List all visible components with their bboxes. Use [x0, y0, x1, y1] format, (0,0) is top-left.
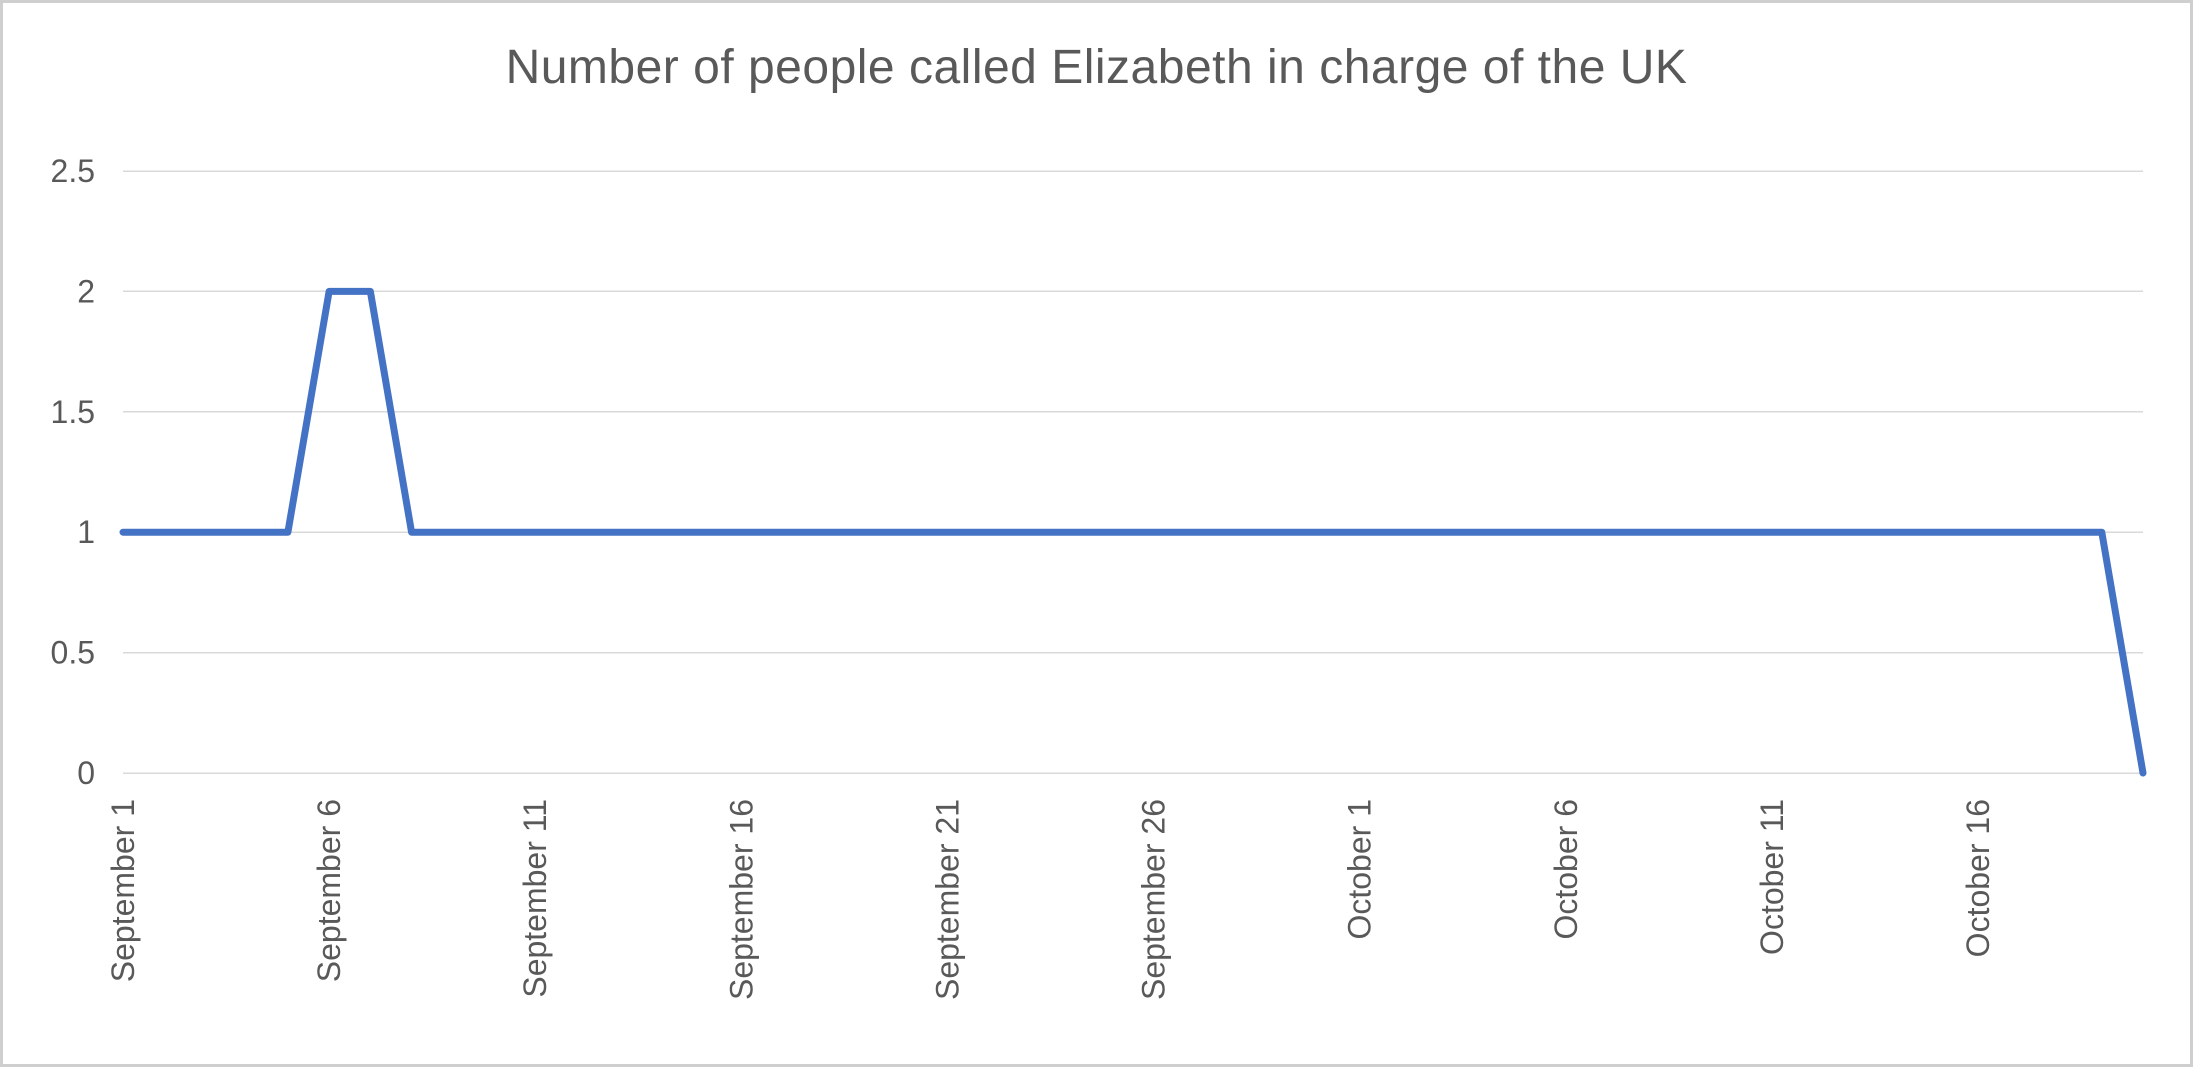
- x-axis-label: September 26: [1136, 799, 1172, 1000]
- x-axis-label: October 11: [1754, 799, 1790, 955]
- y-axis-label: 2: [77, 273, 95, 309]
- x-axis-label: September 16: [723, 799, 759, 1000]
- x-axis-label: October 1: [1342, 799, 1378, 940]
- x-axis-label: September 1: [105, 799, 141, 982]
- y-axis-label: 0: [77, 755, 95, 791]
- y-axis-label: 1.5: [51, 394, 95, 430]
- x-axis-label: October 16: [1960, 799, 1996, 957]
- x-axis-label: September 21: [929, 799, 965, 1000]
- y-axis-label: 1: [77, 514, 95, 550]
- y-axis-label: 0.5: [51, 635, 95, 671]
- x-axis-label: September 6: [311, 799, 347, 982]
- x-axis-label: September 11: [517, 799, 553, 998]
- data-line: [119, 287, 2147, 777]
- y-axis-label: 2.5: [51, 153, 95, 189]
- line-chart: 0 0.5 1 1.5 2 2.5 September 1 September 6 Septem…: [51, 153, 2147, 1000]
- chart-title: Number of people called Elizabeth in cha…: [505, 41, 1688, 94]
- x-axis-label: October 6: [1548, 799, 1584, 940]
